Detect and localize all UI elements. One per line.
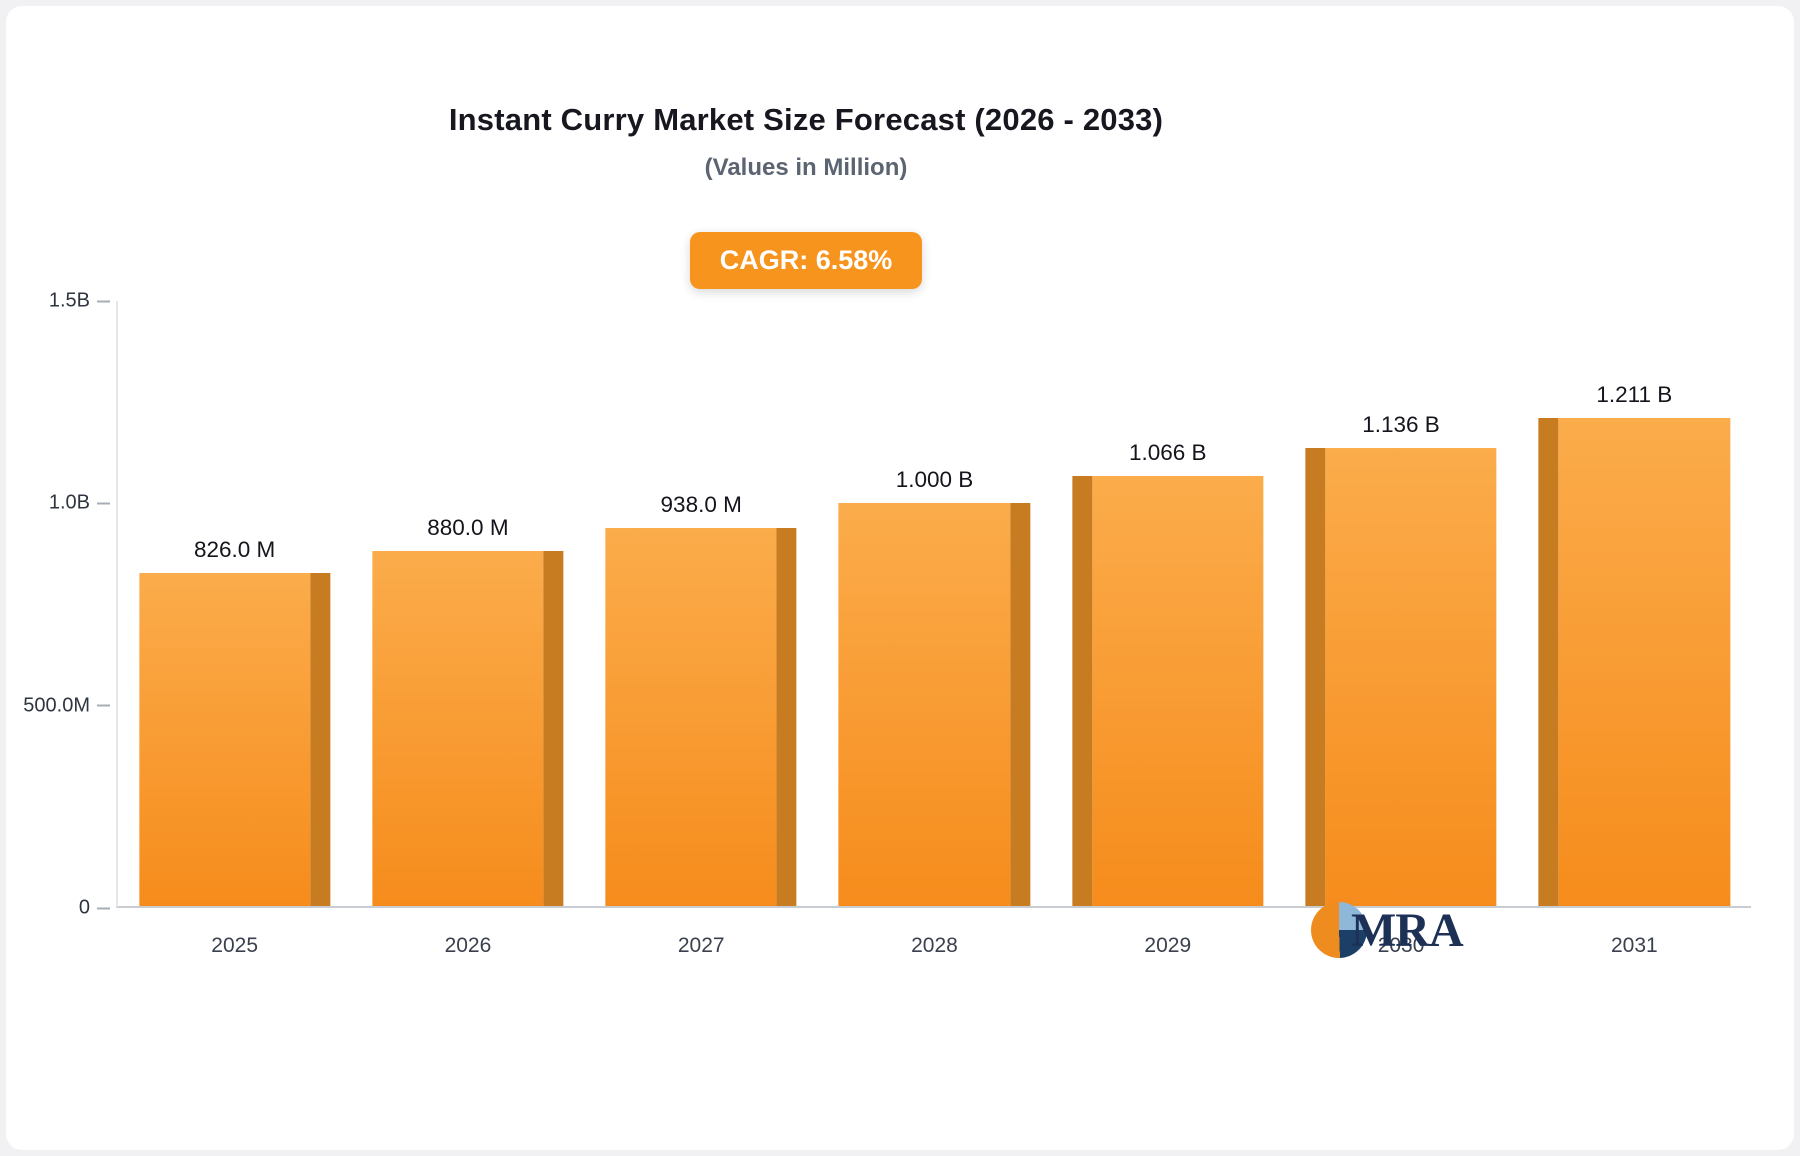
bar-group-2029: 1.066 B 2029 (1051, 301, 1284, 957)
bar-value-label: 1.000 B (895, 466, 974, 492)
bar-3d-side (1072, 476, 1093, 906)
bar-3d-side (776, 527, 797, 906)
bar-3d-side (1538, 417, 1559, 906)
mra-logo-text: MRA (1351, 903, 1464, 957)
x-tick-label: 2025 (211, 934, 258, 957)
bar-group-2030: 1.136 B 2030 (1284, 301, 1517, 957)
y-tick-label: 0 (78, 896, 90, 919)
bar-3d-side (543, 551, 564, 906)
bar-value-label: 826.0 M (193, 536, 276, 562)
bar-group-2031: 1.211 B 2031 (1518, 301, 1751, 957)
bar-face (372, 551, 544, 906)
x-tick-label: 2027 (677, 934, 725, 957)
bar-face (1092, 476, 1264, 906)
bar-chart: 1.5B 1.0B 500.0M 0 826.0 M 2025 880.0 M 2026 93… (6, 290, 1751, 957)
y-tick-mark (97, 300, 110, 302)
x-tick-label: 2030 (1377, 934, 1425, 957)
bar-face (838, 502, 1011, 906)
bar (139, 572, 331, 906)
y-tick-1.0B: 1.0B (6, 492, 110, 515)
chart-subtitle: (Values in Million) (704, 154, 908, 181)
y-tick-500.0M: 500.0M (6, 694, 110, 717)
bar-group-2028: 1.000 B 2028 (818, 301, 1051, 957)
cagr-badge-row: CAGR: 6.58% (6, 232, 1606, 289)
y-tick-mark (97, 907, 110, 909)
bar-value-label: 938.0 M (660, 491, 742, 517)
y-tick-label: 1.0B (48, 491, 90, 514)
bar-group-2027: 938.0 M 2027 (585, 301, 818, 957)
cagr-badge: CAGR: 6.58% (689, 232, 923, 289)
bar-group-2026: 880.0 M 2026 (351, 301, 584, 957)
bar-group-2025: 826.0 M 2025 (118, 301, 351, 957)
bar (372, 551, 564, 906)
y-axis: 1.5B 1.0B 500.0M 0 (6, 290, 116, 919)
y-tick-1.5B: 1.5B (6, 290, 110, 313)
bar-value-label: 1.066 B (1128, 440, 1207, 466)
bar-face (605, 527, 777, 906)
x-tick-label: 2026 (444, 934, 492, 957)
bar (605, 527, 797, 906)
bar-3d-side (1010, 502, 1031, 906)
x-tick-label: 2028 (911, 934, 958, 957)
y-tick-label: 1.5B (48, 289, 90, 312)
mra-logo-pie-icon (1311, 902, 1367, 958)
plot-area: 826.0 M 2025 880.0 M 2026 938.0 M 2027 1.000 B… (116, 301, 1751, 957)
y-tick-label: 500.0M (23, 694, 90, 717)
chart-title: Instant Curry Market Size Forecast (2026… (448, 102, 1164, 137)
bar (1305, 447, 1497, 906)
y-tick-0: 0 (6, 897, 110, 920)
bar (838, 502, 1031, 906)
bar (1538, 417, 1730, 906)
y-tick-mark (97, 502, 110, 505)
bar-3d-side (1305, 447, 1326, 906)
bar-face (1558, 417, 1730, 906)
bar-3d-side (310, 572, 331, 906)
y-tick-mark (97, 704, 110, 707)
bar-value-label: 1.211 B (1596, 381, 1673, 407)
bar (1072, 476, 1264, 906)
bars-container: 826.0 M 2025 880.0 M 2026 938.0 M 2027 1.000 B… (118, 301, 1751, 957)
bar-face (1325, 447, 1497, 906)
bar-value-label: 880.0 M (427, 515, 509, 541)
bar-face (139, 572, 311, 906)
bar-value-label: 1.136 B (1362, 411, 1440, 437)
mra-logo: MRA (1311, 902, 1464, 958)
chart-card: Instant Curry Market Size Forecast (2026… (6, 6, 1794, 1150)
x-tick-label: 2029 (1144, 934, 1192, 957)
x-tick-label: 2031 (1610, 934, 1658, 957)
